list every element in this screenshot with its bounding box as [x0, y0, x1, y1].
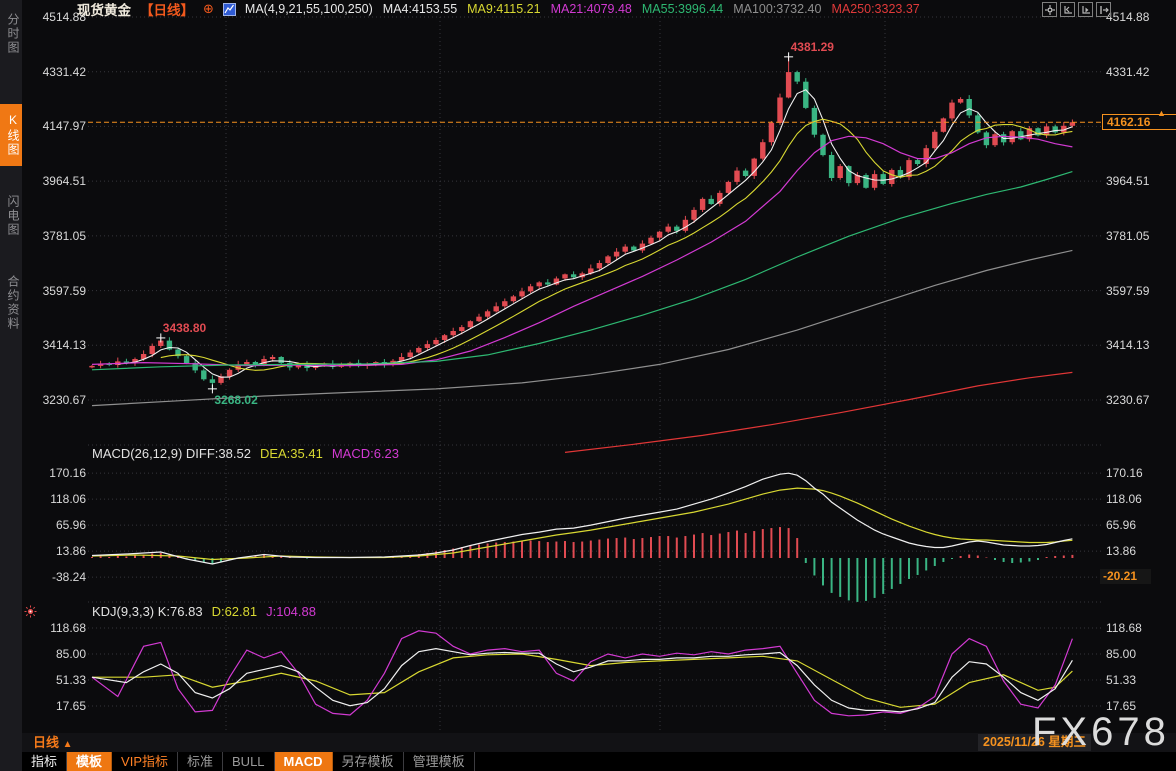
indicator-chart-icon[interactable]: [222, 2, 236, 16]
zoom-in-axis-icon[interactable]: [1060, 2, 1075, 17]
legend-item: MACD:6.23: [331, 446, 400, 461]
last-price-box: 4162.16: [1102, 114, 1176, 131]
price-up-arrow: ▲: [1157, 108, 1166, 119]
legend-item: MA55:3996.44: [641, 2, 724, 16]
crosshair-icon[interactable]: [1042, 2, 1057, 17]
bottom-tab-管理模板[interactable]: 管理模板: [404, 752, 475, 771]
bottom-tab-另存模板[interactable]: 另存模板: [333, 752, 404, 771]
ma-legend: MA(4,9,21,55,100,250) MA4:4153.55 MA9:4115…: [245, 2, 920, 16]
zoom-out-axis-icon[interactable]: [1078, 2, 1093, 17]
chart-header: 现货黄金 【日线】 ⊕ MA(4,9,21,55,100,250) MA4:415…: [77, 0, 920, 18]
bottom-tab-模板[interactable]: 模板: [67, 752, 113, 771]
instrument-title: 现货黄金: [77, 3, 131, 18]
date-axis-row: 日线 ▲ 2025/11/26 星期三: [22, 733, 1176, 752]
bottom-tab-bar: 指标 模板 VIP指标 标准 BULL MACD 另存模板 管理模板: [22, 752, 1176, 771]
chart-toolbar: [1042, 2, 1111, 17]
last-price-value: 4162.16: [1107, 115, 1151, 130]
macd-current-value-box: -20.21: [1100, 569, 1151, 585]
bottom-tab-MACD[interactable]: MACD: [274, 752, 333, 771]
expand-pane-icon[interactable]: [1096, 2, 1111, 17]
hovered-date-box: 2025/11/26 星期三: [978, 734, 1091, 751]
legend-item: KDJ(9,3,3) K:76.83: [92, 604, 203, 619]
timeframe-selector[interactable]: 日线 ▲: [33, 733, 73, 754]
legend-item: DEA:35.41: [259, 446, 323, 461]
legend-item: MA21:4079.48: [550, 2, 632, 16]
legend-item: MA(4,9,21,55,100,250): [244, 2, 373, 16]
legend-item: D:62.81: [211, 604, 258, 619]
legend-item: MA4:4153.55: [382, 2, 458, 16]
add-compare-icon[interactable]: ⊕: [203, 1, 214, 16]
legend-item: MACD(26,12,9) DIFF:38.52: [92, 446, 251, 461]
sidebar-tab-K线图[interactable]: K线图: [0, 104, 22, 166]
alarm-icon[interactable]: [24, 605, 37, 618]
legend-item: J:104.88: [266, 604, 316, 619]
macd-indicator-header[interactable]: MACD(26,12,9) DIFF:38.52 DEA:35.41 MACD:6.…: [92, 446, 399, 461]
bottom-tab-VIP指标[interactable]: VIP指标: [112, 752, 178, 771]
timeframe-label: 日线: [33, 735, 60, 750]
bottom-tab-指标[interactable]: 指标: [22, 752, 68, 771]
legend-item: MA9:4115.21: [467, 2, 541, 16]
sidebar-tab-闪电图[interactable]: 闪电图: [6, 195, 20, 237]
legend-item: MA100:3732.40: [733, 2, 822, 16]
bottom-tab-标准[interactable]: 标准: [178, 752, 224, 771]
kdj-indicator-header[interactable]: KDJ(9,3,3) K:76.83 D:62.81 J:104.88: [92, 604, 316, 619]
period-tag: 【日线】: [140, 3, 194, 18]
sidebar-tab-分时图[interactable]: 分时图: [6, 13, 20, 55]
sidebar-tab-合约资料[interactable]: 合约资料: [6, 275, 20, 331]
sidebar: 分时图 K线图闪电图合约资料: [0, 0, 22, 771]
chevron-up-icon: ▲: [62, 739, 73, 750]
bottom-tab-BULL[interactable]: BULL: [223, 752, 275, 771]
legend-item: MA250:3323.37: [831, 2, 920, 16]
